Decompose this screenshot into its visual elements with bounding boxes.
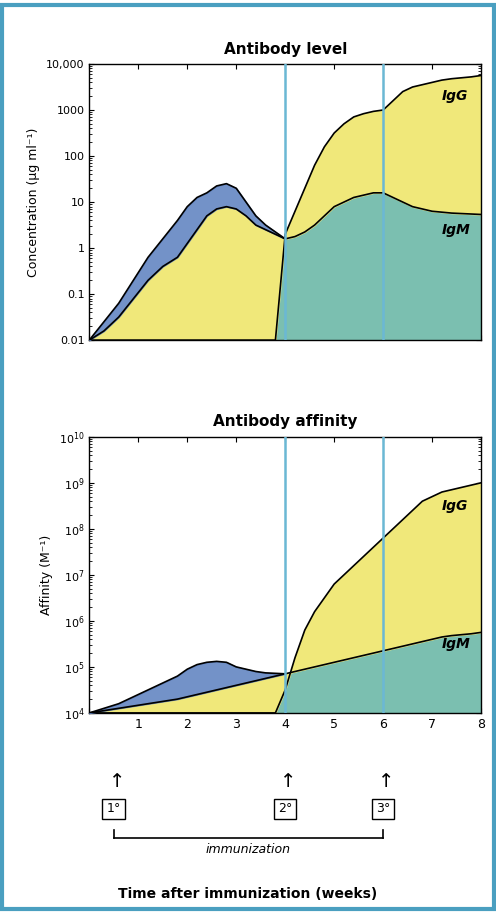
Text: IgG: IgG (442, 90, 468, 103)
Text: IgG: IgG (442, 499, 468, 513)
Y-axis label: Concentration (μg ml⁻¹): Concentration (μg ml⁻¹) (27, 127, 40, 277)
Text: 1$\degree$: 1$\degree$ (106, 802, 122, 815)
Y-axis label: Affinity (M⁻¹): Affinity (M⁻¹) (40, 535, 53, 615)
Text: $\uparrow$: $\uparrow$ (276, 772, 294, 791)
Text: IgM: IgM (442, 637, 471, 651)
Text: 2$\degree$: 2$\degree$ (278, 802, 293, 815)
Text: $\uparrow$: $\uparrow$ (105, 772, 123, 791)
Text: IgM: IgM (442, 223, 471, 237)
Text: immunization: immunization (206, 843, 291, 856)
Text: 3$\degree$: 3$\degree$ (375, 802, 391, 815)
Text: $\uparrow$: $\uparrow$ (374, 772, 392, 791)
Text: Time after immunization (weeks): Time after immunization (weeks) (119, 887, 377, 901)
